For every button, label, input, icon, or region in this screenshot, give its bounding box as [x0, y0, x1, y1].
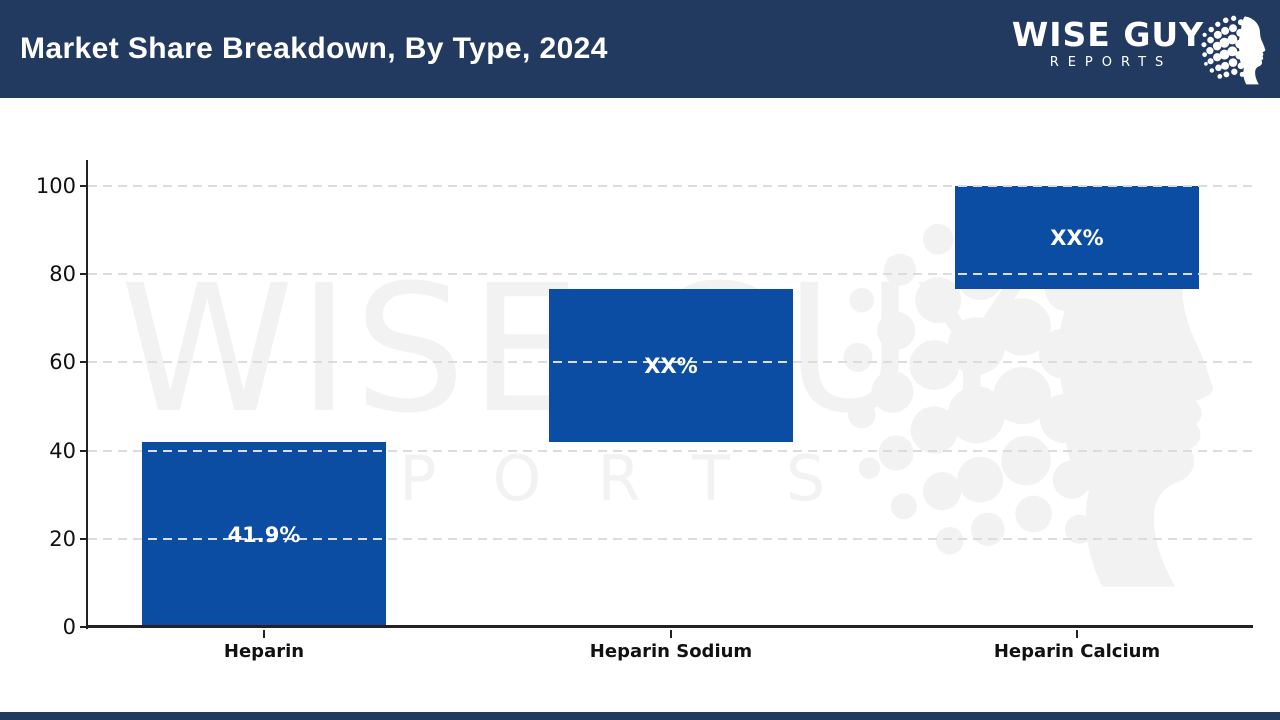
x-tick-mark-0 [263, 630, 265, 638]
logo-wiseguy-label: WISE GUY [1011, 15, 1205, 54]
logo-text: WISE GUY REPORTS [1010, 15, 1206, 71]
y-tick-mark-80 [80, 273, 88, 276]
y-tick-label-60: 60 [49, 350, 76, 375]
gridline-40 [88, 449, 1252, 452]
y-tick-mark-100 [80, 185, 88, 187]
y-tick-mark-0 [80, 626, 88, 628]
header: Market Share Breakdown, By Type, 2024 WI… [0, 0, 1280, 98]
bar-value-label: 41.9% [227, 522, 301, 547]
y-tick-mark-20 [80, 537, 88, 540]
y-tick-label-0: 0 [62, 615, 76, 639]
logo-reports-label: REPORTS [1049, 55, 1173, 71]
x-tick-mark-1 [670, 630, 672, 638]
footer-bar [0, 712, 1280, 720]
x-tick-mark-2 [1076, 630, 1078, 638]
y-tick-mark-60 [80, 361, 88, 364]
x-tick-label-0: Heparin [223, 641, 305, 662]
bar-value-label: XX% [1050, 225, 1104, 250]
y-tick-label-80: 80 [49, 262, 76, 287]
chart-area: 0 20 40 60 80 100 41.9% Heparin XX% Heparin Sodiu… [0, 98, 1280, 712]
gridline-80 [88, 273, 1252, 276]
gridline-60 [88, 361, 1252, 364]
y-tick-label-20: 20 [49, 526, 76, 551]
bar-heparin [142, 442, 386, 627]
bar-heparin-sodium [549, 289, 793, 443]
y-axis-line [86, 160, 88, 629]
logo-face-icon [1200, 9, 1266, 91]
x-axis-line [86, 625, 1253, 628]
wise-guy-reports-logo: WISE GUY REPORTS [1010, 7, 1268, 93]
y-tick-label-40: 40 [49, 438, 76, 463]
gridline-100 [88, 185, 1252, 187]
x-tick-label-2: Heparin Calcium [993, 641, 1161, 662]
y-tick-label-100: 100 [35, 174, 76, 198]
page-title: Market Share Breakdown, By Type, 2024 [20, 32, 608, 65]
y-tick-mark-40 [80, 449, 88, 452]
gridline-20 [88, 537, 1252, 540]
x-tick-label-1: Heparin Sodium [589, 641, 753, 662]
bar-value-label: XX% [644, 353, 698, 378]
